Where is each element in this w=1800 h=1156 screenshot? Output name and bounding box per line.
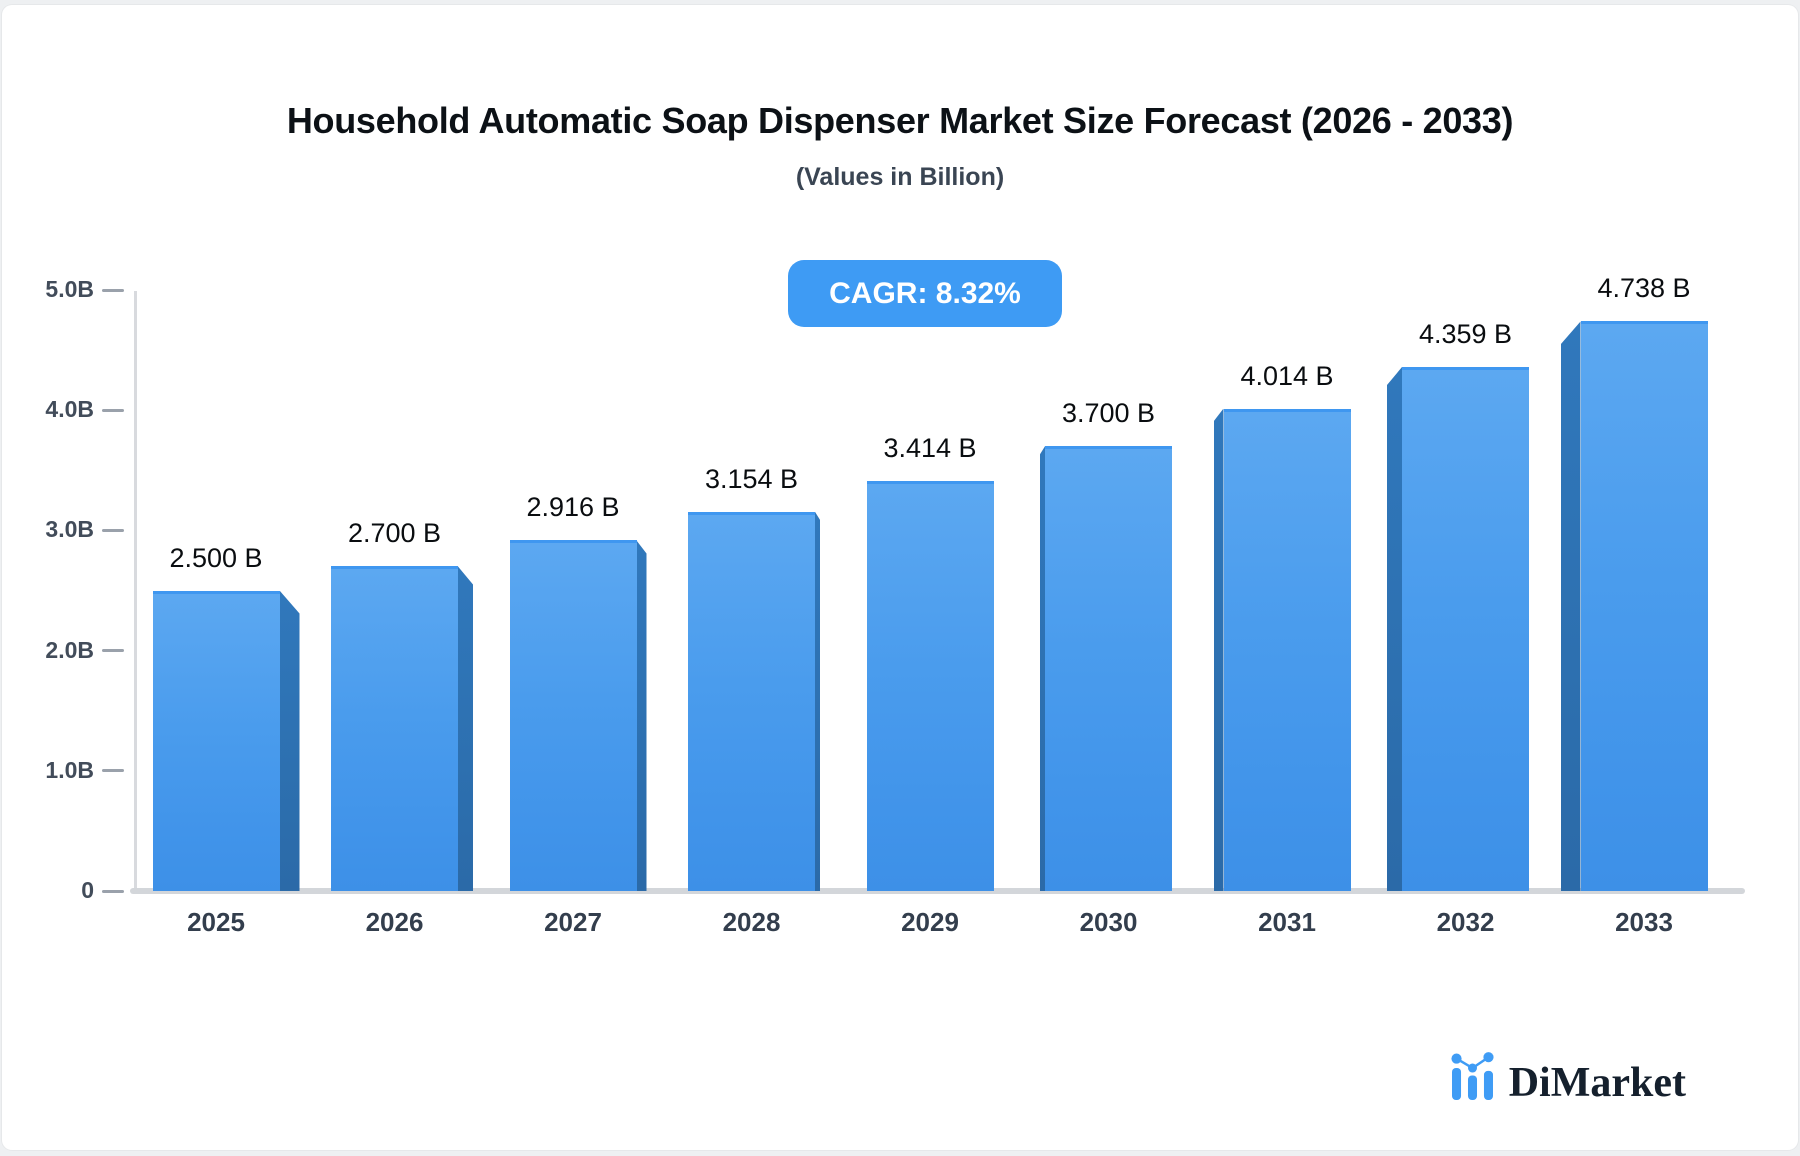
y-axis-tick-mark: [102, 408, 124, 412]
cagr-badge-label: CAGR: 8.32%: [829, 276, 1021, 310]
x-axis-label-2030: 2030: [1079, 907, 1138, 937]
y-axis-tick-label: 5.0B: [45, 276, 94, 302]
x-axis-label-2031: 2031: [1258, 907, 1316, 937]
y-axis-tick-label: 3.0B: [45, 516, 94, 543]
chart-card: Household Automatic Soap Dispenser Marke…: [2, 5, 1798, 1150]
y-axis-tick-label: 4.0B: [45, 396, 94, 423]
x-axis-label-2028: 2028: [722, 907, 781, 937]
bar-2025[interactable]: [152, 590, 280, 891]
y-axis-tick-mark: [102, 769, 124, 773]
x-axis-label-2033: 2033: [1615, 907, 1673, 937]
y-axis-tick-mark: [102, 288, 124, 292]
bar-side-face-2027: [636, 540, 647, 891]
y-axis-tick-label: 2.0B: [45, 636, 94, 663]
y-axis-tick-label: 0: [81, 877, 94, 903]
bar-2033[interactable]: [1580, 321, 1708, 891]
y-axis-tick-label: 1.0B: [45, 756, 94, 783]
bar-value-label-2028: 3.154 B: [704, 463, 799, 494]
bar-2029[interactable]: [866, 480, 994, 891]
x-axis-label-2027: 2027: [544, 907, 602, 937]
bar-2027[interactable]: [509, 540, 637, 891]
y-axis-line: [134, 291, 137, 891]
bar-side-face-2025: [279, 590, 300, 891]
x-axis-baseline: [130, 888, 1745, 894]
bar-2032[interactable]: [1402, 367, 1529, 891]
bar-2026[interactable]: [331, 566, 458, 891]
bar-side-face-2033: [1560, 321, 1581, 891]
bar-value-label-2025: 2.500 B: [169, 542, 263, 573]
x-axis-label-2026: 2026: [365, 907, 424, 937]
bar-value-label-2029: 3.414 B: [883, 432, 977, 463]
chart-title: Household Automatic Soap Dispenser Marke…: [286, 100, 1514, 141]
bar-2030[interactable]: [1045, 446, 1172, 891]
bar-value-label-2032: 4.359 B: [1418, 319, 1513, 350]
bar-side-face-2032: [1387, 367, 1402, 891]
x-axis-label-2032: 2032: [1436, 907, 1495, 937]
bar-side-face-2028: [815, 511, 820, 891]
bar-side-face-2030: [1040, 446, 1045, 891]
dimarket-logo: DiMarket: [1449, 1050, 1686, 1107]
bar-chart-trend-icon: [1449, 1050, 1496, 1102]
bar-side-face-2031: [1213, 408, 1224, 891]
bar-value-label-2031: 4.014 B: [1240, 360, 1334, 391]
x-axis-label-2025: 2025: [187, 907, 245, 937]
bar-2028[interactable]: [688, 511, 815, 891]
y-axis-tick-mark: [102, 528, 124, 532]
y-axis-tick-mark: [102, 649, 124, 653]
bar-value-label-2026: 2.700 B: [347, 518, 442, 549]
logo-text: DiMarket: [1508, 1060, 1686, 1107]
bar-value-label-2027: 2.916 B: [526, 492, 620, 523]
bar-value-label-2033: 4.738 B: [1597, 273, 1691, 304]
bar-side-face-2026: [458, 566, 473, 891]
bar-value-label-2030: 3.700 B: [1061, 398, 1156, 429]
bar-chart-plot-area: 5.0B 4.0B 3.0B 2.0B 1.0B 0 2.500 B 2025 2.700 B 2…: [2, 5, 1800, 1156]
cagr-badge: CAGR: 8.32%: [788, 260, 1062, 327]
bar-2031[interactable]: [1223, 408, 1351, 891]
chart-subtitle: (Values in Billion): [795, 163, 1005, 191]
y-axis-tick-mark: [102, 889, 124, 893]
x-axis-label-2029: 2029: [901, 907, 959, 937]
